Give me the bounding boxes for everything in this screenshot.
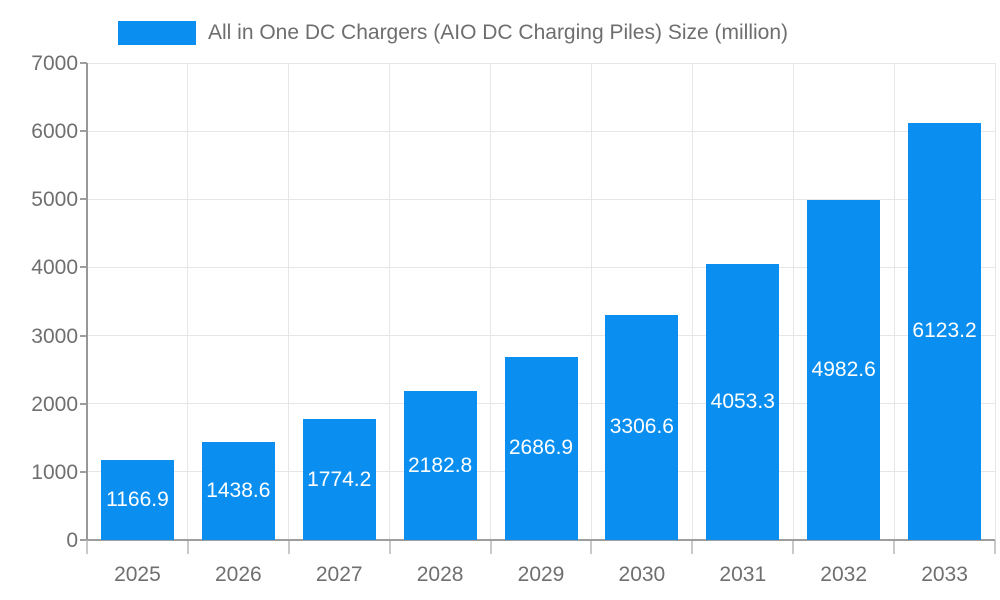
bar: 1774.2 [302, 419, 376, 540]
x-axis-tick [388, 540, 391, 554]
gridline-vertical [893, 63, 895, 540]
gridline-horizontal [87, 335, 995, 337]
bar-value-label: 1438.6 [206, 478, 271, 502]
x-axis-tick-label: 2026 [214, 563, 262, 586]
gridline-horizontal [87, 198, 995, 200]
gridline-vertical [187, 63, 189, 540]
x-axis-tick-label: 2030 [618, 563, 666, 586]
bar-value-label: 6123.2 [912, 319, 977, 343]
bar: 2182.8 [403, 391, 477, 540]
bar: 2686.9 [504, 356, 578, 540]
x-axis-tick [792, 540, 795, 554]
gridline-horizontal [87, 266, 995, 268]
gridline-vertical [590, 63, 592, 540]
x-axis-tick-label: 2032 [820, 563, 868, 586]
bar: 4982.6 [807, 200, 881, 540]
bar: 1166.9 [100, 460, 174, 540]
x-axis-line [87, 539, 995, 541]
bar-value-label: 3306.6 [609, 415, 674, 439]
gridline-horizontal [87, 130, 995, 132]
y-axis-tick [80, 198, 87, 201]
gridline-horizontal [87, 62, 995, 64]
bar: 1438.6 [201, 441, 275, 540]
bar-value-label: 1166.9 [106, 488, 169, 512]
x-axis-tick [186, 540, 189, 554]
y-axis-tick-label: 7000 [31, 52, 78, 75]
y-axis-tick-label: 3000 [31, 324, 78, 348]
gridline-vertical [288, 63, 290, 540]
bar-value-label: 1774.2 [307, 467, 372, 491]
gridline-vertical [389, 63, 391, 540]
y-axis-line [86, 63, 88, 540]
legend-label: All in One DC Chargers (AIO DC Charging … [208, 21, 789, 44]
bar-value-label: 4053.3 [710, 389, 775, 413]
x-axis-tick-label: 2028 [416, 563, 464, 586]
y-axis-tick-label: 1000 [31, 460, 78, 484]
bar: 6123.2 [908, 122, 982, 540]
y-axis-tick-label: 4000 [31, 256, 78, 280]
x-axis-tick-label: 2027 [315, 563, 363, 586]
x-axis-tick-label: 2033 [921, 563, 968, 586]
legend-swatch [118, 21, 196, 45]
x-axis-tick-label: 2025 [114, 563, 161, 586]
y-axis-tick [80, 470, 87, 473]
chart-legend: All in One DC Chargers (AIO DC Charging … [118, 21, 788, 45]
bar-value-label: 2686.9 [508, 436, 574, 460]
gridline-vertical [691, 63, 693, 540]
x-axis-tick-label: 2029 [517, 563, 565, 586]
y-axis-tick-label: 2000 [31, 392, 78, 416]
bar-value-label: 2182.8 [407, 453, 473, 477]
bar-value-label: 4982.6 [811, 358, 876, 382]
x-axis-tick [994, 540, 996, 554]
y-axis-tick [80, 334, 87, 337]
y-axis-tick-label: 5000 [31, 188, 78, 212]
x-axis-tick-label: 2031 [719, 563, 767, 586]
x-axis-tick [691, 540, 694, 554]
y-axis-tick [80, 130, 87, 133]
gridline-vertical [490, 63, 492, 540]
gridline-vertical [792, 63, 794, 540]
y-axis-tick-label: 6000 [31, 120, 78, 144]
y-axis-tick [80, 62, 87, 64]
y-axis-tick [80, 266, 87, 269]
x-axis-tick [489, 540, 492, 554]
x-axis-tick [86, 540, 88, 554]
x-axis-tick [893, 540, 896, 554]
y-axis-tick-label: 0 [66, 529, 78, 552]
y-axis-tick [80, 539, 87, 541]
bar: 3306.6 [605, 314, 679, 540]
bar: 4053.3 [706, 263, 780, 540]
x-axis-tick [590, 540, 593, 554]
y-axis-tick [80, 402, 87, 405]
x-axis-tick [287, 540, 290, 554]
gridline-vertical [994, 63, 996, 540]
